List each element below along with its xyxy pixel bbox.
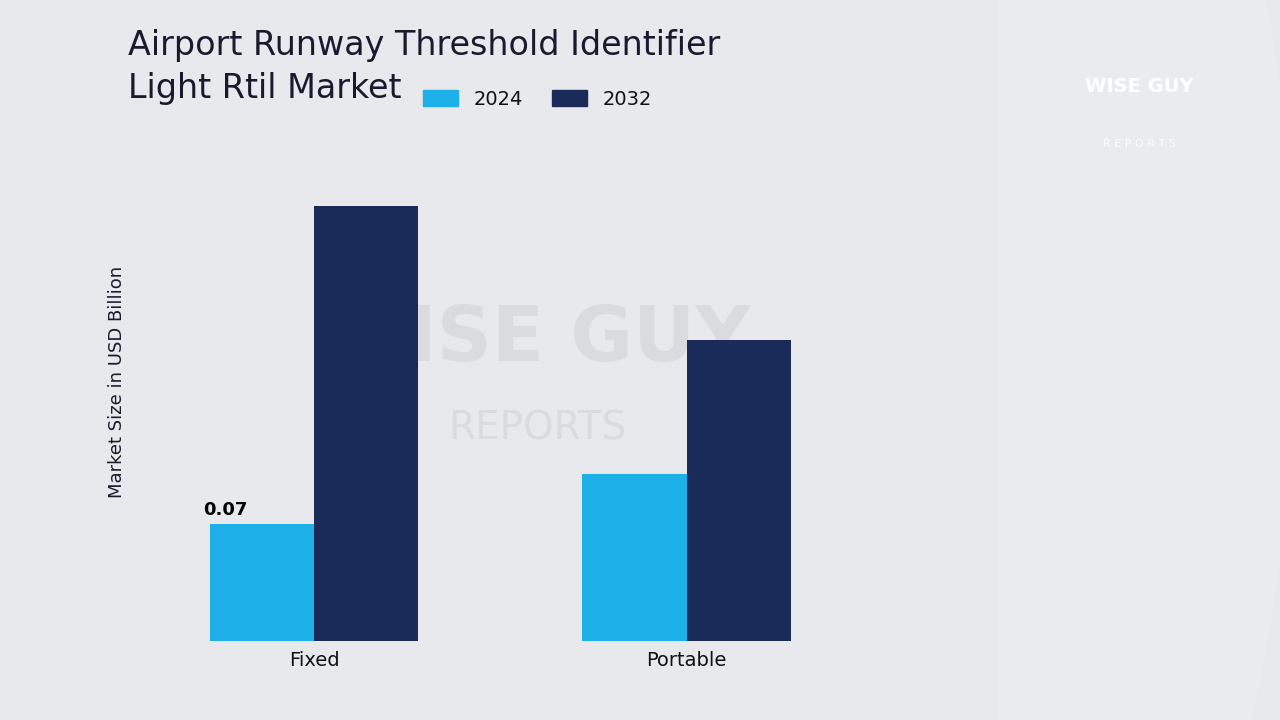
Text: 0.07: 0.07 <box>202 500 247 518</box>
Circle shape <box>703 0 1280 720</box>
Bar <box>314 206 419 641</box>
Text: REPORTS: REPORTS <box>448 409 627 447</box>
Bar <box>686 340 791 641</box>
Bar <box>582 474 686 641</box>
Text: WISE GUY: WISE GUY <box>324 303 751 377</box>
Text: Airport Runway Threshold Identifier
Light Rtil Market: Airport Runway Threshold Identifier Ligh… <box>128 29 721 105</box>
Legend: 2024, 2032: 2024, 2032 <box>413 81 662 119</box>
Y-axis label: Market Size in USD Billion: Market Size in USD Billion <box>108 266 125 498</box>
Text: R E P O R T S: R E P O R T S <box>1103 139 1175 149</box>
Text: WISE GUY: WISE GUY <box>1085 77 1193 96</box>
Bar <box>210 523 314 641</box>
